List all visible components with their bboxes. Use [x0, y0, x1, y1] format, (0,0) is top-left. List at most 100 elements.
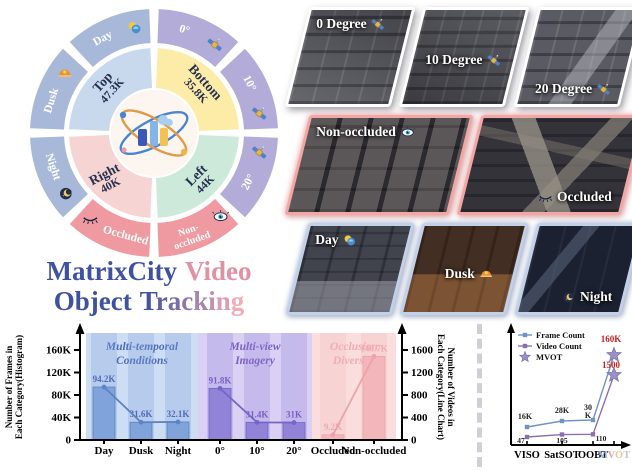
bar-value-20: 31K [286, 410, 302, 420]
donut-inner-segment-bottom [155, 48, 239, 132]
marker-frame-count-satsot [559, 418, 565, 424]
legend-marker [522, 332, 528, 338]
dashed-separator [477, 324, 482, 467]
x-axis-arrow [621, 441, 631, 449]
tile-night: Night [514, 223, 632, 315]
tile-dusk: Dusk [399, 223, 530, 315]
tile-row-time-of-day: Day Dusk Night [285, 223, 632, 315]
y-axis-right-title: Number of Videos inEach Category(Line Ch… [436, 334, 456, 440]
section-title-multi-temporal: Multi-temporal Conditions [105, 341, 179, 367]
moon-icon [60, 187, 72, 200]
line-marker [138, 419, 144, 425]
tile-label-dusk: Dusk [445, 266, 494, 282]
bar-20 [282, 422, 306, 441]
ytick-right: 1200 [411, 367, 434, 379]
value-frame-mvot: 160K [601, 334, 622, 344]
line-marker [371, 353, 377, 359]
ytick-right: 0 [411, 435, 417, 447]
marker-frame-count-oobt [590, 417, 596, 423]
eye-icon [399, 126, 415, 136]
line-marker [217, 385, 223, 391]
tile-label-non-occluded: Non-occluded [316, 124, 415, 140]
title-line2: Object Tracking [8, 286, 290, 316]
eye-icon [212, 210, 230, 222]
title-word-video: Video [184, 256, 252, 286]
bar-value-day: 94.2K [93, 374, 116, 384]
line-marker [330, 432, 336, 438]
donut-outer-segment-10 [220, 48, 278, 130]
dataset-comparison-chart: 16K 28K 30 K 47 105 110 160K 1500 Frame CountVide… [507, 323, 631, 461]
tile-row-occlusion: Non-occluded Occluded [284, 115, 632, 215]
title-word-tracking: Tracking [139, 286, 245, 317]
line-video-count [526, 374, 615, 438]
donut-inner-segment-right [69, 134, 153, 218]
star-marker-mvot-video-count [605, 366, 623, 383]
value-video-oobt: 110 [596, 434, 607, 443]
line-marker [101, 384, 107, 390]
ytick-left: 80K [51, 390, 71, 402]
bar-10 [245, 421, 269, 441]
bar-value-night: 32.1K [167, 409, 190, 419]
bar-value-occluded: 9.2K [324, 422, 342, 432]
xtick-20: 20° [286, 445, 301, 457]
tile-label-day: Day [315, 232, 357, 248]
donut-outer-segment-dusk [30, 48, 88, 130]
donut-outer-segment-0 [157, 9, 239, 67]
satellite-icon [207, 38, 222, 51]
bar-non-occluded [362, 355, 386, 441]
value-frame-satsot: 28K [555, 406, 570, 415]
value-frame-oobt: 30 K [584, 403, 592, 420]
day-icon [128, 21, 141, 34]
donut-outer-segment-occluded [69, 199, 151, 257]
tile-0-degree: 0 Degree [284, 7, 416, 107]
tile-label-text: Day [315, 232, 339, 247]
donut-inner-segment-top [69, 48, 153, 132]
value-video-satsot: 105 [556, 436, 568, 445]
marker-frame-count-viso [524, 424, 530, 430]
tile-label-text: Non-occluded [316, 124, 396, 139]
ytick-right: 400 [411, 412, 428, 424]
value-video-mvot: 1500 [602, 360, 621, 370]
xtick-dusk: Dusk [129, 445, 154, 457]
line-marker [254, 419, 260, 425]
tile-label-occluded: Occluded [537, 189, 611, 205]
xtick-mvot: MVOT [598, 450, 630, 461]
line-occlusion [332, 355, 375, 436]
xtick-non-occluded: Non-occluded [342, 445, 407, 457]
title-word-matrixcity: MatrixCity [46, 256, 177, 286]
tile-label-0-degree: 0 Degree [316, 16, 385, 32]
histogram-line-chart: Multi-temporal Conditions Multi-view Imager… [4, 323, 456, 457]
tile-10-degree: 10 Degree [398, 7, 531, 107]
ytick-right: 800 [411, 390, 428, 402]
ytick-right: 1600 [411, 345, 434, 357]
tile-occluded: Occluded [456, 115, 632, 215]
bar-value-0: 91.8K [209, 375, 232, 385]
xtick-satsot: SatSOT [544, 450, 580, 461]
moon-icon [563, 291, 574, 303]
satellite-icon [487, 54, 501, 66]
legend-label-mvot: MVOT [536, 352, 563, 362]
y-axis-left-arrow [75, 323, 85, 334]
satellite-icon [371, 18, 385, 30]
tile-day: Day [285, 223, 415, 315]
tile-label-text: 0 Degree [316, 16, 367, 31]
eye-slash-icon [82, 217, 98, 225]
xtick-night: Night [165, 445, 192, 457]
ytick-left: 160K [46, 345, 72, 357]
satellite-icon [597, 83, 610, 95]
tile-label-10-degree: 10 Degree [426, 52, 502, 68]
xtick-10: 10° [249, 445, 264, 457]
title-line1: MatrixCity Video [8, 256, 290, 286]
star-marker-mvot-frame-count [605, 346, 623, 363]
dusk-icon [58, 69, 72, 77]
tile-label-text: 20 Degree [534, 81, 593, 96]
figure-title: MatrixCity Video Object Tracking [8, 256, 290, 316]
ytick-left: 0 [66, 435, 72, 447]
tile-20-degree: 20 Degree [513, 7, 632, 107]
y-axis-left-title: Number of Frames inEach Category(Histogr… [4, 335, 24, 439]
donut-chart: Day 0°10°20°Non-occludedOccludedNightDusk… [30, 9, 278, 257]
tile-label-text: 10 Degree [425, 52, 483, 67]
marker-video-count-satsot [559, 432, 565, 437]
line-marker [291, 420, 297, 425]
xtick-0: 0° [215, 445, 225, 457]
